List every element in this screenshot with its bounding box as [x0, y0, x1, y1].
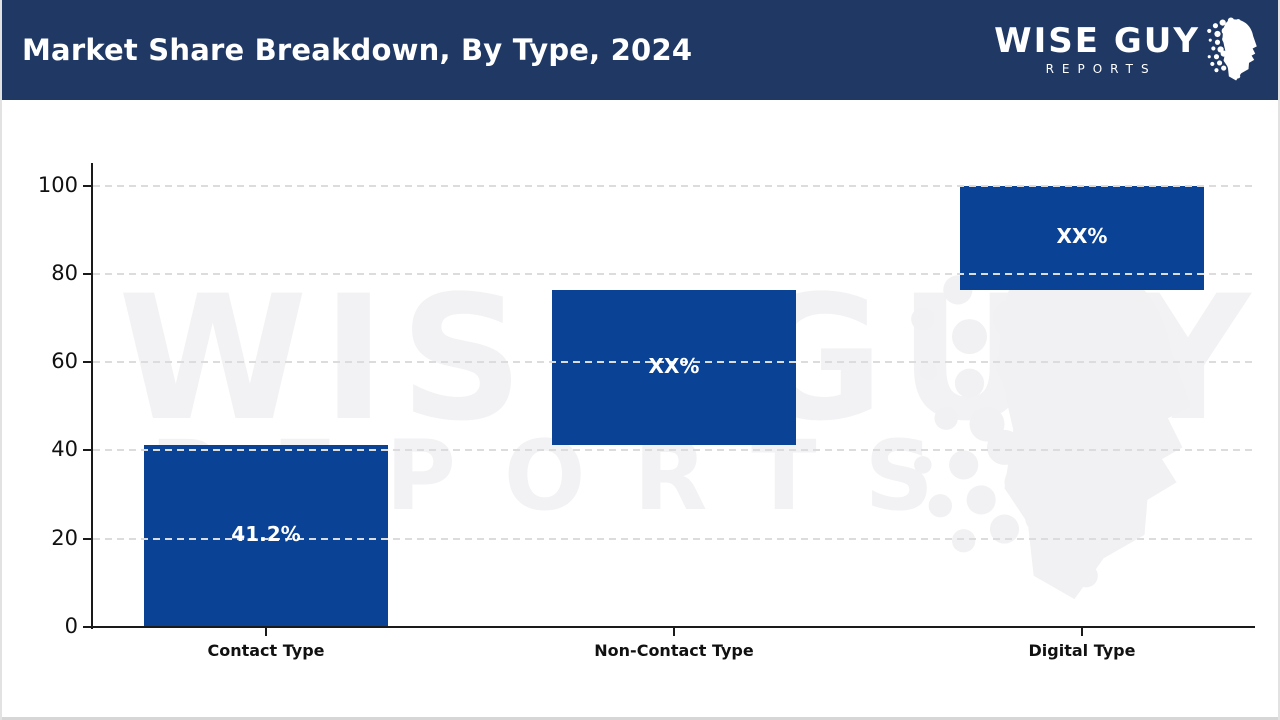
y-tick-label-100: 100: [37, 172, 78, 197]
y-tick-label-0: 0: [64, 614, 78, 638]
page-bottom-border: [2, 717, 1278, 720]
x-category-label: Digital Type: [1028, 641, 1136, 660]
gridline-80: [93, 272, 1255, 275]
bar-contact-type: [144, 445, 388, 626]
y-tick-0: [83, 626, 91, 628]
y-tick-label-80: 80: [51, 260, 78, 285]
gridline-20: [93, 537, 1255, 540]
gridline-40: [93, 449, 1255, 452]
brand-logo: WISE GUY REPORTS: [994, 8, 1264, 92]
page-title: Market Share Breakdown, By Type, 2024: [22, 33, 693, 67]
brand-wordmark: WISE GUY REPORTS: [994, 24, 1200, 76]
x-tick-2: [673, 628, 675, 636]
y-tick-100: [83, 184, 91, 187]
y-tick-label-20: 20: [51, 525, 78, 550]
bar-value-label: 41.2%: [231, 521, 301, 546]
bar-non-contact-type: [552, 290, 796, 446]
y-tick-label-40: 40: [51, 437, 78, 462]
y-tick-20: [83, 537, 91, 540]
brand-name: WISE GUY: [994, 21, 1200, 61]
gridline-60: [93, 361, 1255, 364]
y-tick-80: [83, 272, 91, 275]
x-axis-line: [90, 626, 1255, 628]
y-tick-60: [83, 361, 91, 364]
bar-value-label: XX%: [648, 353, 700, 378]
x-tick-3: [1081, 628, 1083, 636]
brand-head-icon: [1207, 17, 1257, 81]
bar-value-label: XX%: [1056, 223, 1108, 248]
y-axis-line: [91, 163, 93, 629]
gridline-100: [93, 184, 1255, 187]
x-category-label: Contact Type: [207, 641, 325, 660]
x-tick-1: [265, 628, 267, 636]
brand-subtitle: REPORTS: [1045, 62, 1157, 76]
y-tick-label-60: 60: [51, 349, 78, 374]
header-bar: Market Share Breakdown, By Type, 2024 WI…: [2, 0, 1278, 100]
x-category-label: Non-Contact Type: [594, 641, 754, 660]
y-tick-40: [83, 449, 91, 452]
